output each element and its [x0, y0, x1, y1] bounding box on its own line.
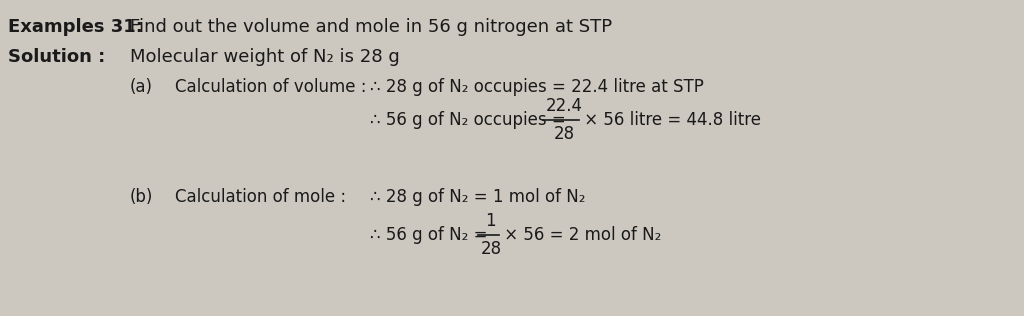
Text: (b): (b)	[130, 188, 154, 206]
Text: Calculation of volume :: Calculation of volume :	[175, 78, 367, 96]
Text: Molecular weight of N₂ is 28 g: Molecular weight of N₂ is 28 g	[130, 48, 399, 66]
Text: Examples 31:: Examples 31:	[8, 18, 143, 36]
Text: × 56 = 2 mol of N₂: × 56 = 2 mol of N₂	[499, 226, 662, 244]
Text: 28: 28	[553, 125, 574, 143]
Text: Calculation of mole :: Calculation of mole :	[175, 188, 346, 206]
Text: (a): (a)	[130, 78, 153, 96]
Text: 22.4: 22.4	[546, 97, 583, 115]
Text: × 56 litre = 44.8 litre: × 56 litre = 44.8 litre	[579, 111, 761, 129]
Text: 28: 28	[481, 240, 502, 258]
Text: Solution :: Solution :	[8, 48, 105, 66]
Text: ∴ 56 g of N₂ occupies =: ∴ 56 g of N₂ occupies =	[370, 111, 571, 129]
Text: ∴ 28 g of N₂ occupies = 22.4 litre at STP: ∴ 28 g of N₂ occupies = 22.4 litre at ST…	[370, 78, 703, 96]
Text: 1: 1	[484, 212, 496, 230]
Text: Find out the volume and mole in 56 g nitrogen at STP: Find out the volume and mole in 56 g nit…	[130, 18, 612, 36]
Text: ∴ 28 g of N₂ = 1 mol of N₂: ∴ 28 g of N₂ = 1 mol of N₂	[370, 188, 586, 206]
Text: ∴ 56 g of N₂ =: ∴ 56 g of N₂ =	[370, 226, 493, 244]
